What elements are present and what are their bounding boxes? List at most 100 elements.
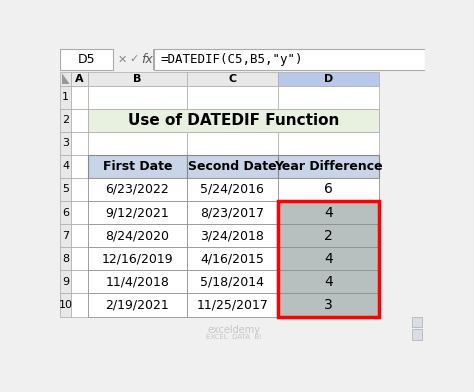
- Bar: [278, 155, 379, 178]
- Text: 5/18/2014: 5/18/2014: [200, 276, 264, 289]
- Bar: [71, 247, 88, 270]
- Bar: [187, 247, 278, 270]
- Text: 9: 9: [62, 277, 69, 287]
- Text: 11/4/2018: 11/4/2018: [106, 276, 169, 289]
- Bar: [61, 72, 71, 85]
- Bar: [278, 270, 379, 294]
- Bar: [61, 85, 71, 109]
- Bar: [278, 155, 379, 178]
- Text: Second Date: Second Date: [188, 160, 276, 173]
- Bar: [278, 224, 379, 247]
- Bar: [88, 201, 187, 224]
- Text: fx: fx: [141, 53, 153, 66]
- Bar: [278, 247, 379, 270]
- Bar: [278, 224, 379, 247]
- Bar: [88, 294, 187, 317]
- Bar: [61, 247, 71, 270]
- Text: 8/23/2017: 8/23/2017: [200, 206, 264, 219]
- Text: 8: 8: [62, 254, 69, 264]
- Bar: [187, 109, 278, 132]
- Bar: [88, 132, 187, 155]
- Bar: [88, 72, 187, 85]
- Bar: [61, 132, 71, 155]
- Bar: [411, 329, 422, 339]
- Bar: [88, 247, 187, 270]
- Bar: [71, 85, 88, 109]
- Bar: [278, 85, 379, 109]
- Text: Year Difference: Year Difference: [274, 160, 383, 173]
- Text: 5/24/2016: 5/24/2016: [200, 183, 264, 196]
- Bar: [278, 201, 379, 224]
- Text: C: C: [228, 74, 236, 83]
- Bar: [187, 201, 278, 224]
- Text: 4: 4: [62, 162, 69, 171]
- Bar: [88, 224, 187, 247]
- Bar: [71, 178, 88, 201]
- Text: 9/12/2021: 9/12/2021: [106, 206, 169, 219]
- Text: A: A: [75, 74, 84, 83]
- Bar: [187, 178, 278, 201]
- Bar: [88, 109, 187, 132]
- Bar: [187, 224, 278, 247]
- Text: 3: 3: [62, 138, 69, 148]
- Bar: [278, 201, 379, 317]
- Text: 5: 5: [62, 185, 69, 194]
- Bar: [71, 72, 88, 85]
- Bar: [278, 247, 379, 270]
- Bar: [278, 294, 379, 317]
- Text: exceldemy: exceldemy: [207, 325, 260, 336]
- Bar: [71, 270, 88, 294]
- Bar: [88, 178, 187, 201]
- Bar: [88, 155, 187, 178]
- Bar: [88, 109, 379, 132]
- Text: 3: 3: [324, 298, 333, 312]
- Bar: [113, 49, 114, 70]
- Bar: [61, 270, 71, 294]
- Text: 6: 6: [324, 183, 333, 196]
- Bar: [61, 178, 71, 201]
- Bar: [88, 178, 187, 201]
- Text: 7: 7: [62, 230, 69, 241]
- Text: 3/24/2018: 3/24/2018: [200, 229, 264, 242]
- Bar: [88, 201, 187, 224]
- Bar: [88, 270, 187, 294]
- Polygon shape: [62, 73, 70, 84]
- Bar: [155, 49, 425, 70]
- Bar: [187, 270, 278, 294]
- Bar: [88, 270, 187, 294]
- Bar: [71, 155, 88, 178]
- Bar: [88, 85, 187, 109]
- Bar: [71, 201, 88, 224]
- Bar: [278, 109, 379, 132]
- Text: 11/25/2017: 11/25/2017: [196, 298, 268, 312]
- Bar: [187, 72, 278, 85]
- Text: 2: 2: [62, 115, 69, 125]
- Text: =DATEDIF(C5,B5,"y"): =DATEDIF(C5,B5,"y"): [161, 53, 303, 66]
- Bar: [61, 294, 71, 317]
- Bar: [187, 132, 278, 155]
- Bar: [88, 224, 187, 247]
- Text: D: D: [324, 74, 333, 83]
- Bar: [187, 178, 278, 201]
- Bar: [278, 178, 379, 201]
- Text: 4: 4: [324, 252, 333, 266]
- Bar: [71, 224, 88, 247]
- Text: First Date: First Date: [103, 160, 172, 173]
- Text: 2/19/2021: 2/19/2021: [106, 298, 169, 312]
- Bar: [187, 294, 278, 317]
- Bar: [278, 72, 379, 85]
- Bar: [187, 155, 278, 178]
- Bar: [88, 155, 187, 178]
- Text: EXCEL  DATA  BI: EXCEL DATA BI: [206, 334, 261, 339]
- Text: 4: 4: [324, 205, 333, 220]
- Bar: [278, 270, 379, 294]
- Text: 4/16/2015: 4/16/2015: [200, 252, 264, 265]
- Bar: [187, 224, 278, 247]
- Bar: [187, 85, 278, 109]
- Bar: [61, 109, 71, 132]
- Text: 6/23/2022: 6/23/2022: [106, 183, 169, 196]
- Bar: [278, 201, 379, 224]
- Text: ✓: ✓: [130, 54, 139, 64]
- Text: 8/24/2020: 8/24/2020: [105, 229, 169, 242]
- Text: 6: 6: [62, 208, 69, 218]
